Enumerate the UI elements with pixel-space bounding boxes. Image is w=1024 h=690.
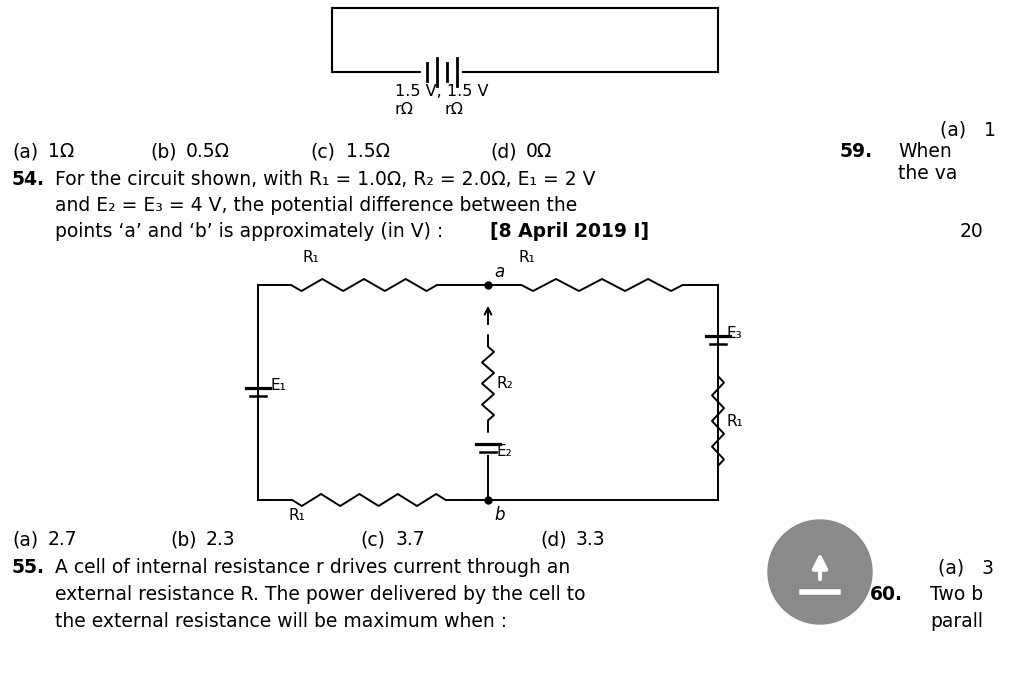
Text: R₁: R₁ xyxy=(726,413,742,428)
Text: R₁: R₁ xyxy=(288,508,305,523)
Text: a: a xyxy=(494,263,504,281)
Text: R₁: R₁ xyxy=(303,250,319,265)
Text: 2.7: 2.7 xyxy=(48,530,78,549)
Text: (a)   1: (a) 1 xyxy=(940,120,996,139)
Text: 1.5Ω: 1.5Ω xyxy=(346,142,390,161)
Text: E₁: E₁ xyxy=(270,379,286,393)
Text: Two b: Two b xyxy=(930,585,983,604)
Text: 1.5 V, 1.5 V: 1.5 V, 1.5 V xyxy=(395,84,488,99)
Text: (c): (c) xyxy=(360,530,385,549)
Text: parall: parall xyxy=(930,612,983,631)
Text: 0.5Ω: 0.5Ω xyxy=(186,142,230,161)
Text: (a)   3: (a) 3 xyxy=(938,558,994,577)
Text: 55.: 55. xyxy=(12,558,45,577)
Text: external resistance R. The power delivered by the cell to: external resistance R. The power deliver… xyxy=(55,585,586,604)
Text: 1Ω: 1Ω xyxy=(48,142,75,161)
Text: b: b xyxy=(494,506,505,524)
Text: (c): (c) xyxy=(310,142,335,161)
Text: the va: the va xyxy=(898,164,957,183)
Text: (d): (d) xyxy=(540,530,566,549)
Text: (b): (b) xyxy=(150,142,176,161)
Text: E₂: E₂ xyxy=(496,444,512,460)
Text: [8 April 2019 I]: [8 April 2019 I] xyxy=(490,222,649,241)
Text: 3.7: 3.7 xyxy=(396,530,426,549)
Text: 60.: 60. xyxy=(870,585,903,604)
Text: R₁: R₁ xyxy=(518,250,535,265)
Text: When: When xyxy=(898,142,951,161)
Text: 0Ω: 0Ω xyxy=(526,142,552,161)
Text: rΩ: rΩ xyxy=(445,102,464,117)
Text: R₂: R₂ xyxy=(496,375,513,391)
Text: 59.: 59. xyxy=(840,142,873,161)
Text: (b): (b) xyxy=(170,530,197,549)
Text: A cell of internal resistance r drives current through an: A cell of internal resistance r drives c… xyxy=(55,558,570,577)
Text: rΩ: rΩ xyxy=(395,102,414,117)
Text: and E₂ = E₃ = 4 V, the potential difference between the: and E₂ = E₃ = 4 V, the potential differe… xyxy=(55,196,578,215)
Text: 54.: 54. xyxy=(12,170,45,189)
Text: points ‘a’ and ‘b’ is approximately (in V) :: points ‘a’ and ‘b’ is approximately (in … xyxy=(55,222,443,241)
Text: (a): (a) xyxy=(12,142,38,161)
Text: 3.3: 3.3 xyxy=(575,530,605,549)
Text: For the circuit shown, with R₁ = 1.0Ω, R₂ = 2.0Ω, E₁ = 2 V: For the circuit shown, with R₁ = 1.0Ω, R… xyxy=(55,170,596,189)
Text: the external resistance will be maximum when :: the external resistance will be maximum … xyxy=(55,612,507,631)
Text: 2.3: 2.3 xyxy=(206,530,236,549)
Text: E₃: E₃ xyxy=(726,326,741,342)
Text: (d): (d) xyxy=(490,142,516,161)
Circle shape xyxy=(768,520,872,624)
Text: 20: 20 xyxy=(961,222,984,241)
Text: (a): (a) xyxy=(12,530,38,549)
